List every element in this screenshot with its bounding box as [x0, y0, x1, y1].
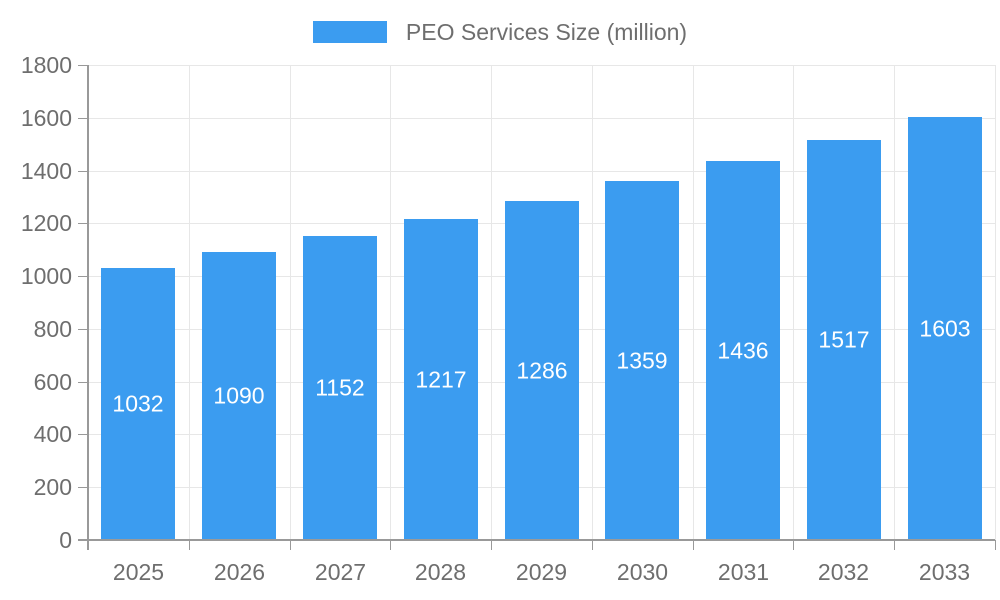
v-gridline	[894, 65, 895, 540]
h-gridline	[88, 171, 995, 172]
y-tick-label: 0	[59, 527, 72, 553]
y-tick-mark	[78, 487, 88, 488]
bar[interactable]: 1286	[505, 201, 579, 540]
x-tick-mark	[88, 540, 89, 550]
y-tick-label: 1800	[20, 52, 72, 78]
y-tick-mark	[78, 434, 88, 435]
x-tick-mark	[995, 540, 996, 550]
x-tick-mark	[189, 540, 190, 550]
bar[interactable]: 1032	[101, 268, 175, 540]
bar[interactable]: 1090	[202, 252, 276, 540]
y-tick-mark	[78, 223, 88, 224]
v-gridline	[390, 65, 391, 540]
y-tick-label: 1400	[20, 158, 72, 184]
y-tick-mark	[78, 118, 88, 119]
v-gridline	[592, 65, 593, 540]
bar[interactable]: 1217	[404, 219, 478, 540]
y-tick-mark	[78, 171, 88, 172]
y-tick-label: 600	[33, 369, 72, 395]
y-tick-label: 1200	[20, 210, 72, 236]
bar-value-label: 1517	[818, 326, 870, 353]
x-tick-label: 2025	[112, 559, 165, 585]
y-tick-label: 800	[33, 316, 72, 342]
x-tick-label: 2029	[515, 559, 568, 585]
bar[interactable]: 1436	[706, 161, 780, 540]
legend-swatch	[312, 21, 387, 43]
legend-label: PEO Services Size (million)	[405, 19, 688, 45]
y-tick-mark	[78, 329, 88, 330]
y-tick-mark	[78, 540, 88, 541]
bar-value-label: 1286	[516, 357, 568, 383]
x-tick-label: 2032	[817, 559, 870, 585]
v-gridline	[995, 65, 996, 540]
x-axis-line	[78, 539, 995, 541]
x-tick-label: 2033	[918, 559, 971, 585]
x-tick-label: 2031	[717, 559, 770, 585]
bar[interactable]: 1603	[908, 117, 982, 540]
chart-legend: PEO Services Size (million)	[0, 20, 1000, 44]
v-gridline	[290, 65, 291, 540]
bar-value-label: 1090	[213, 382, 265, 409]
x-tick-label: 2028	[414, 559, 467, 585]
bar-value-label: 1359	[616, 347, 668, 373]
x-tick-label: 2027	[314, 559, 367, 585]
y-tick-label: 400	[33, 421, 72, 447]
y-tick-label: 200	[33, 474, 72, 500]
y-tick-mark	[78, 65, 88, 66]
x-tick-mark	[693, 540, 694, 550]
bar-value-label: 1152	[315, 374, 365, 401]
y-tick-label: 1600	[20, 105, 72, 131]
y-axis-line	[87, 65, 89, 550]
x-tick-mark	[491, 540, 492, 550]
v-gridline	[693, 65, 694, 540]
h-gridline	[88, 118, 995, 119]
bar[interactable]: 1359	[605, 181, 679, 540]
x-tick-label: 2026	[213, 559, 266, 585]
v-gridline	[793, 65, 794, 540]
y-tick-mark	[78, 382, 88, 383]
bar-value-label: 1436	[717, 337, 769, 363]
x-tick-mark	[390, 540, 391, 550]
bar-value-label: 1217	[415, 366, 467, 392]
bar[interactable]: 1152	[303, 236, 377, 540]
bar[interactable]: 1517	[807, 140, 881, 540]
x-tick-mark	[894, 540, 895, 550]
x-tick-mark	[290, 540, 291, 550]
bar-value-label: 1603	[919, 315, 971, 341]
y-tick-mark	[78, 276, 88, 277]
y-tick-label: 1000	[20, 263, 72, 289]
h-gridline	[88, 65, 995, 66]
x-tick-mark	[592, 540, 593, 550]
v-gridline	[189, 65, 190, 540]
x-tick-label: 2030	[616, 559, 669, 585]
v-gridline	[491, 65, 492, 540]
x-tick-mark	[793, 540, 794, 550]
bar-value-label: 1032	[112, 390, 164, 417]
